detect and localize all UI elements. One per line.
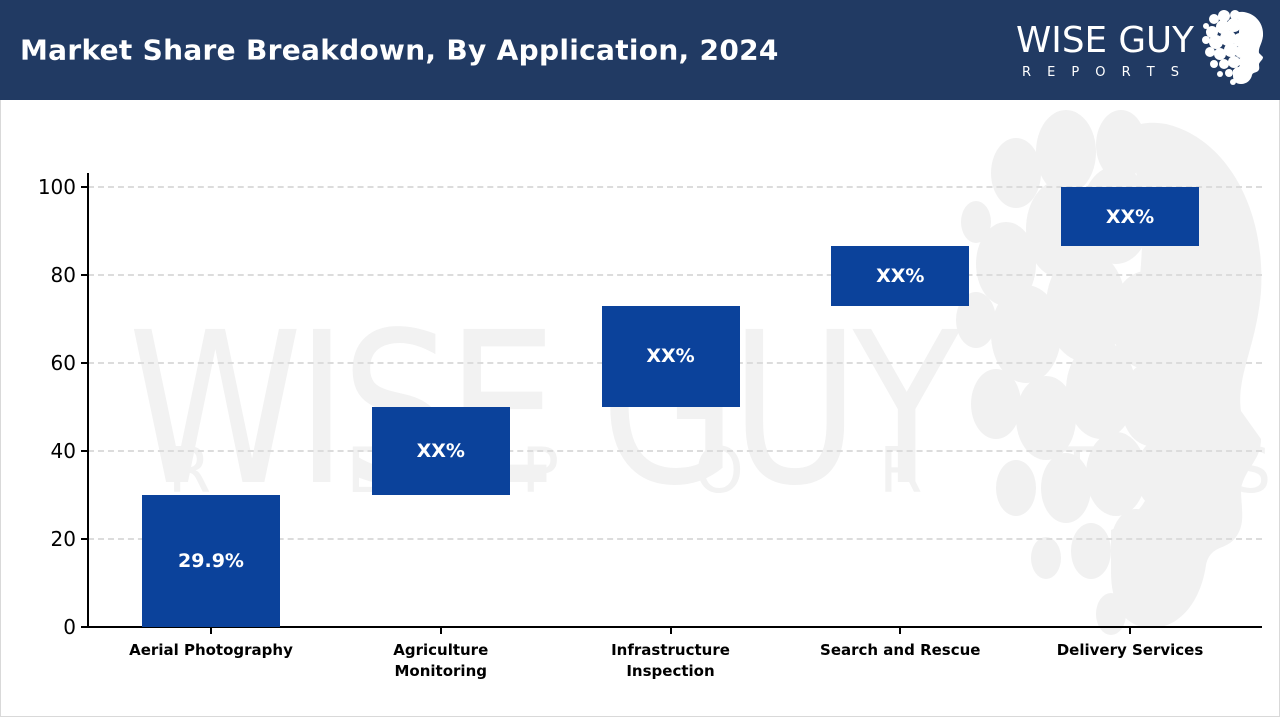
bar-value-label: XX% xyxy=(876,265,925,288)
y-axis-line xyxy=(87,173,89,628)
x-axis-tick-mark xyxy=(439,628,442,634)
bar-search-and-rescue: XX% xyxy=(831,246,970,306)
grid-line xyxy=(88,450,1262,452)
logo-reports-text: R E P O R T S xyxy=(1022,65,1186,80)
bar-value-label: 29.9% xyxy=(178,550,244,573)
chart-title: Market Share Breakdown, By Application, … xyxy=(20,33,779,67)
x-category-label: Aerial Photography xyxy=(129,641,293,659)
logo-face-icon xyxy=(1202,10,1264,85)
x-category-label: Agriculture Monitoring xyxy=(393,641,489,680)
x-axis-tick-mark xyxy=(1129,628,1131,634)
x-axis-tick-mark xyxy=(899,628,902,634)
bar-agriculture-monitoring: XX% xyxy=(371,407,510,496)
x-axis-line xyxy=(87,626,1262,628)
watermark: WISE GUY R E P O R T S xyxy=(0,100,1280,720)
y-axis-tick-mark xyxy=(81,450,88,452)
y-axis-tick-label: 0 xyxy=(63,615,76,639)
y-axis-tick-mark xyxy=(81,362,88,364)
y-axis-tick-label: 60 xyxy=(50,351,76,375)
bar-value-label: XX% xyxy=(416,440,465,463)
watermark-face-icon xyxy=(956,110,1262,635)
y-axis-tick-label: 80 xyxy=(50,263,76,287)
logo-wiseguy-text: WISE GUY xyxy=(1016,20,1195,61)
watermark-wiseguy-text: WISE GUY xyxy=(128,287,960,532)
grid-line xyxy=(88,538,1262,540)
x-category-label: Infrastructure Inspection xyxy=(611,641,730,680)
x-axis-tick-mark xyxy=(210,628,212,634)
y-axis-tick-label: 20 xyxy=(50,527,76,551)
grid-line xyxy=(88,274,1262,276)
bar-delivery-services: XX% xyxy=(1061,187,1199,247)
bar-aerial-photography: 29.9% xyxy=(142,495,280,627)
y-axis-tick-mark xyxy=(81,538,88,540)
y-axis-tick-mark xyxy=(81,186,88,188)
x-category-label: Delivery Services xyxy=(1056,641,1204,659)
bar-infrastructure-inspection: XX% xyxy=(601,305,740,407)
bar-value-label: XX% xyxy=(646,345,695,368)
wise-guy-reports-logo: WISE GUY R E P O R T S xyxy=(1016,10,1264,85)
y-axis-tick-mark xyxy=(81,626,88,628)
y-axis-tick-label: 40 xyxy=(50,439,76,463)
x-category-label: Search and Rescue xyxy=(820,641,981,659)
x-axis-tick-mark xyxy=(669,628,672,634)
grid-line xyxy=(88,186,1262,188)
header-bar: Market Share Breakdown, By Application, … xyxy=(0,0,1280,100)
y-axis-tick-label: 100 xyxy=(37,175,76,199)
bar-value-label: XX% xyxy=(1105,205,1155,228)
y-axis-tick-mark xyxy=(81,274,88,276)
